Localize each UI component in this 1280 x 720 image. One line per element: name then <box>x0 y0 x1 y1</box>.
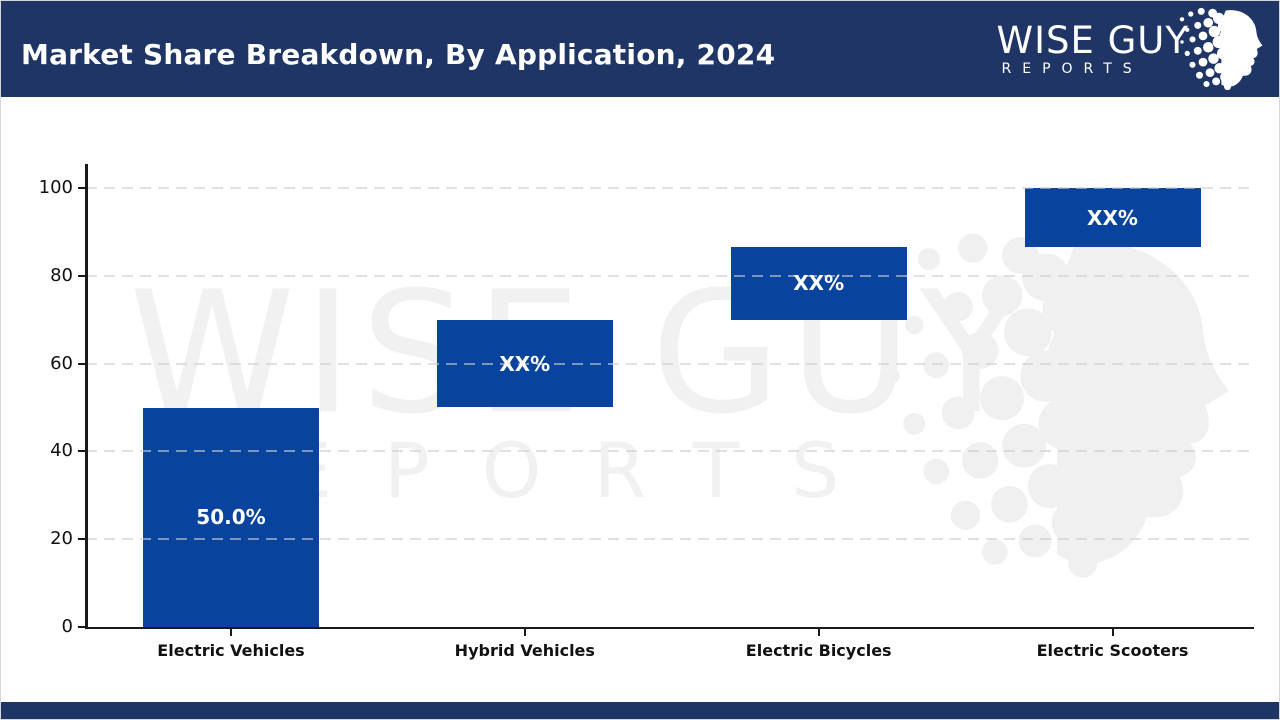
bar <box>143 407 319 627</box>
y-tick-label: 40 <box>50 440 73 462</box>
x-tick-mark <box>817 628 820 636</box>
footer-bar <box>1 702 1279 719</box>
bar <box>730 247 907 320</box>
x-tick-mark <box>523 628 526 636</box>
bar-value-label: XX% <box>1087 205 1138 230</box>
bar-value-label: XX% <box>793 271 845 296</box>
x-axis-label: Electric Scooters <box>1036 641 1189 660</box>
watermark-face-icon <box>883 233 1230 578</box>
y-tick-label: 0 <box>61 616 73 637</box>
y-tick-mark <box>78 626 86 628</box>
gridline <box>86 538 1252 541</box>
logo-subtitle: REPORTS <box>1001 61 1143 77</box>
y-axis-spine <box>85 164 88 629</box>
x-axis-label: Hybrid Vehicles <box>454 641 595 660</box>
y-tick-label: 20 <box>50 528 73 550</box>
gridline <box>86 274 1252 277</box>
gridline <box>86 362 1252 365</box>
gridline <box>86 450 1252 453</box>
y-tick-mark <box>78 450 86 453</box>
logo-wordmark: WISE GUY <box>996 19 1189 62</box>
x-tick-mark <box>1111 628 1114 636</box>
header-bar: Market Share Breakdown, By Application, … <box>1 1 1279 97</box>
gridline <box>86 187 1252 189</box>
y-tick-mark <box>78 187 86 189</box>
logo-text: WISE GUY REPORTS <box>997 22 1189 76</box>
y-tick-mark <box>78 538 86 541</box>
y-tick-label: 100 <box>38 177 73 198</box>
x-axis-spine <box>85 626 1254 629</box>
brand-logo: WISE GUY REPORTS <box>997 5 1273 93</box>
x-axis-label: Electric Vehicles <box>157 641 305 660</box>
bar-value-label: 50.0% <box>196 505 266 530</box>
y-tick-mark <box>78 274 86 277</box>
x-tick-mark <box>230 628 232 636</box>
chart-title: Market Share Breakdown, By Application, … <box>21 37 776 71</box>
bar-value-label: XX% <box>499 351 551 376</box>
wiseguy-face-icon <box>1179 7 1263 91</box>
y-tick-label: 60 <box>50 352 73 374</box>
x-axis-label: Electric Bicycles <box>745 641 892 660</box>
y-tick-label: 80 <box>50 264 73 286</box>
y-tick-mark <box>78 362 86 365</box>
